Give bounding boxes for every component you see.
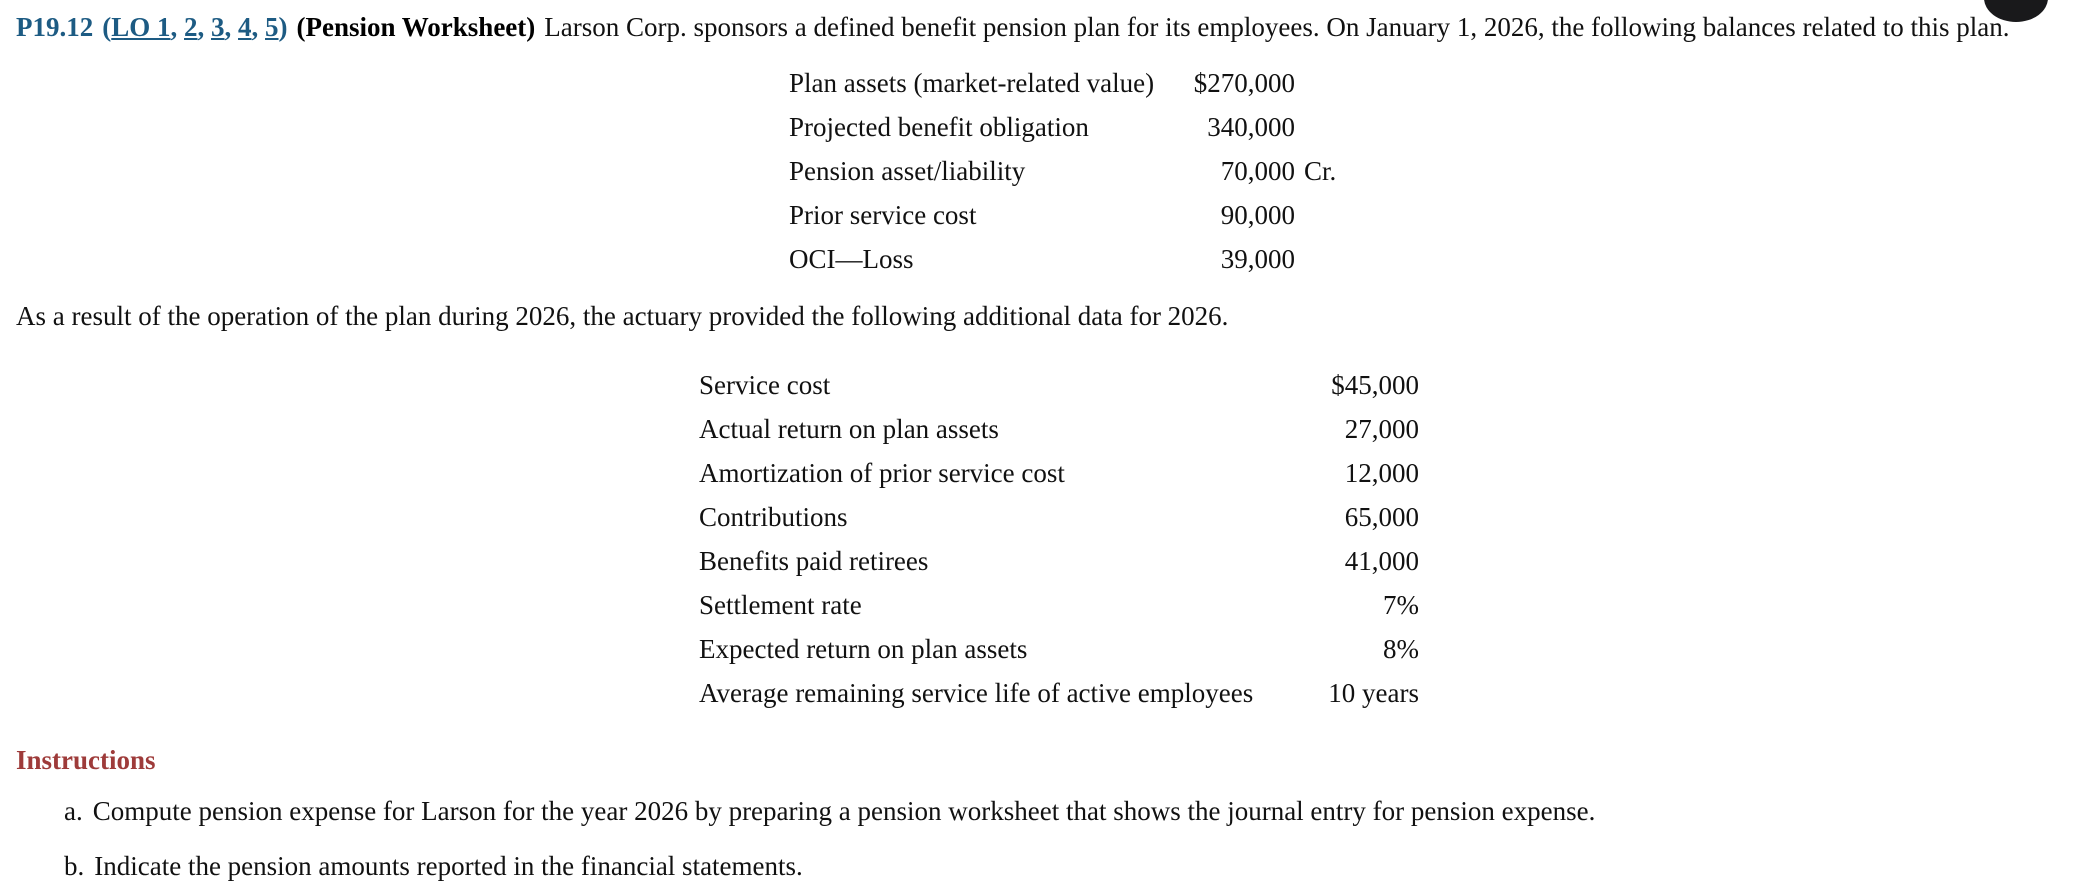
data-label: Average remaining service life of active… [699,678,1254,709]
table-row: Projected benefit obligation 340,000 [789,105,2060,149]
instruction-text: Indicate the pension amounts reported in… [94,851,803,882]
balance-suffix [1304,105,1344,149]
problem-intro-text: Larson Corp. sponsors a defined benefit … [544,12,2010,42]
data-value: 41,000 [1344,546,1419,577]
table-row: Contributions 65,000 [699,495,2060,539]
instruction-item-b: b. Indicate the pension amounts reported … [64,847,2060,886]
corner-artifact [1984,0,2048,22]
data-value: 27,000 [1344,414,1419,445]
instruction-marker: a. [64,796,83,827]
table-row: OCI—Loss 39,000 [789,237,2060,281]
instructions-heading: Instructions [16,745,156,776]
table-row: Actual return on plan assets 27,000 [699,407,2060,451]
balance-suffix: Cr. [1304,156,1337,187]
lo-link-2[interactable]: 2 [184,12,198,42]
lo-separator: , [197,12,212,42]
lo-separator: , [224,12,239,42]
problem-title: (Pension Worksheet) [296,12,536,42]
data-value: 8% [1383,634,1419,665]
table-row: Settlement rate 7% [699,583,2060,627]
balance-label: OCI—Loss [789,244,914,275]
instruction-text: Compute pension expense for Larson for t… [92,796,1596,827]
table-row: Prior service cost 90,000 [789,193,2060,237]
data-label: Amortization of prior service cost [699,458,1065,489]
lo-open-paren: ( [102,12,112,42]
table-row: Average remaining service life of active… [699,671,2060,715]
data-label: Service cost [699,370,831,401]
data-label: Actual return on plan assets [699,414,999,445]
data-value: 7% [1383,590,1419,621]
table-row: Benefits paid retirees 41,000 [699,539,2060,583]
balance-value: 90,000 [1220,200,1295,231]
balance-value: $270,000 [1193,68,1295,99]
lo-link-5[interactable]: 5 [265,12,279,42]
learning-objectives: (LO 1, 2, 3, 4, 5) [102,12,287,42]
instruction-item-a: a. Compute pension expense for Larson for… [64,792,2060,831]
problem-statement: P19.12 (LO 1, 2, 3, 4, 5) (Pension Workshe… [16,8,2060,47]
data-label: Settlement rate [699,590,862,621]
lo-link-1[interactable]: LO 1 [111,12,171,42]
balance-label: Prior service cost [789,200,977,231]
actuary-paragraph: As a result of the operation of the plan… [16,301,1229,332]
balance-suffix [1304,237,1344,281]
lo-link-3[interactable]: 3 [211,12,225,42]
data-label: Expected return on plan assets [699,634,1028,665]
instruction-marker: b. [64,851,85,882]
table-row: Plan assets (market-related value) $270,… [789,61,2060,105]
data-value: 12,000 [1344,458,1419,489]
lo-link-4[interactable]: 4 [238,12,252,42]
balance-label: Plan assets (market-related value) [789,68,1155,99]
balances-table: Plan assets (market-related value) $270,… [789,61,2060,281]
table-row: Service cost $45,000 [699,363,2060,407]
data-value: $45,000 [1331,370,1419,401]
balance-label: Projected benefit obligation [789,112,1089,143]
data-label: Contributions [699,502,848,533]
data-value: 65,000 [1344,502,1419,533]
problem-number: P19.12 [16,12,94,42]
balance-value: 70,000 [1220,156,1295,187]
table-row: Amortization of prior service cost 12,00… [699,451,2060,495]
actuary-data-table: Service cost $45,000 Actual return on pl… [699,363,2060,715]
balance-suffix [1304,193,1344,237]
balance-suffix [1304,61,1344,105]
balance-value: 39,000 [1220,244,1295,275]
data-label: Benefits paid retirees [699,546,929,577]
table-row: Expected return on plan assets 8% [699,627,2060,671]
table-row: Pension asset/liability 70,000 Cr. [789,149,2060,193]
balance-value: 340,000 [1207,112,1295,143]
lo-separator: , [251,12,266,42]
lo-separator: , [170,12,185,42]
data-value: 10 years [1328,678,1419,709]
lo-close-paren: ) [278,12,288,42]
balance-label: Pension asset/liability [789,156,1026,187]
